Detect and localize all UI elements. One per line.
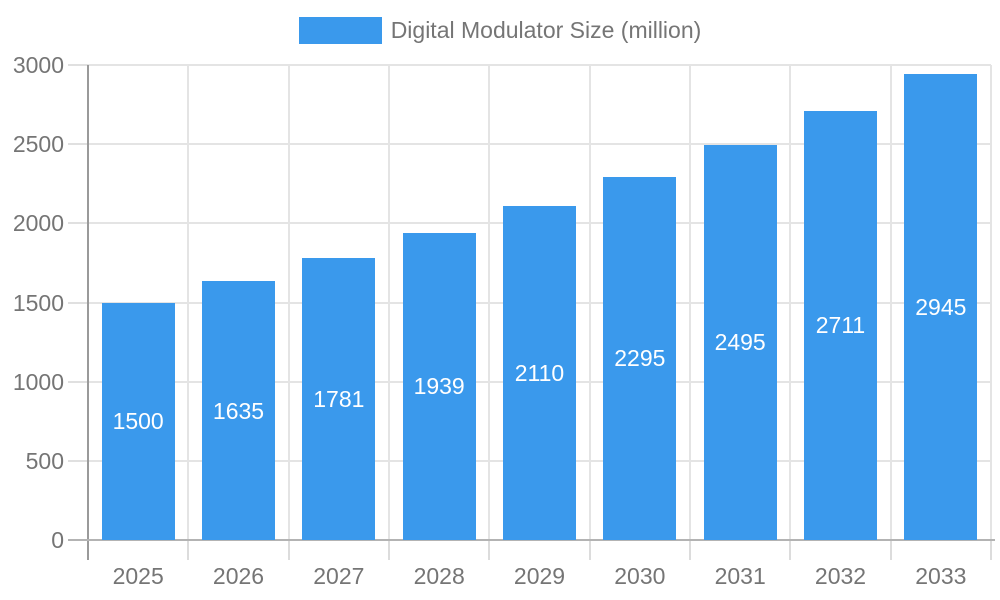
bar[interactable] bbox=[804, 110, 877, 540]
bar[interactable] bbox=[302, 258, 376, 540]
gridline-vertical bbox=[388, 65, 390, 540]
bar[interactable] bbox=[101, 302, 175, 540]
legend-swatch bbox=[298, 17, 382, 44]
x-axis-label: 2029 bbox=[513, 563, 566, 589]
x-axis-label: 2030 bbox=[614, 563, 666, 589]
bar-value-label: 2110 bbox=[514, 359, 565, 386]
legend-title: Digital Modulator Size (million) bbox=[390, 17, 702, 43]
bar[interactable] bbox=[603, 176, 677, 540]
gridline-vertical bbox=[187, 65, 190, 540]
bar[interactable] bbox=[202, 281, 275, 540]
y-axis-tick bbox=[68, 380, 88, 383]
bar-value-label: 1939 bbox=[413, 373, 465, 400]
y-axis-line bbox=[87, 65, 89, 560]
y-axis-label: 2500 bbox=[12, 131, 64, 158]
x-axis-tick bbox=[990, 540, 992, 560]
y-axis-label: 2000 bbox=[12, 210, 64, 237]
chart-legend[interactable]: Digital Modulator Size (million) bbox=[0, 17, 1000, 44]
x-axis-tick bbox=[187, 540, 190, 560]
bar-value-label: 2711 bbox=[815, 312, 866, 339]
bar-value-label: 1635 bbox=[212, 397, 265, 424]
gridline-vertical bbox=[990, 65, 992, 540]
x-axis-tick bbox=[588, 540, 591, 560]
bar-value-label: 2295 bbox=[614, 345, 666, 372]
gridline-vertical bbox=[689, 65, 691, 540]
x-axis-label: 2026 bbox=[212, 563, 265, 589]
x-axis-tick bbox=[388, 540, 390, 560]
y-axis-tick bbox=[68, 64, 88, 66]
bar[interactable] bbox=[904, 73, 978, 540]
y-axis-tick bbox=[68, 301, 88, 304]
x-axis-line bbox=[68, 539, 995, 541]
bar[interactable] bbox=[503, 205, 576, 540]
y-axis-label: 1500 bbox=[12, 289, 64, 316]
y-axis-tick bbox=[68, 222, 88, 225]
bar[interactable] bbox=[703, 144, 777, 540]
x-axis-tick bbox=[689, 540, 691, 560]
gridline-vertical bbox=[488, 65, 491, 540]
bar-value-label: 1500 bbox=[112, 408, 164, 435]
gridline-vertical bbox=[889, 65, 892, 540]
gridline-horizontal bbox=[88, 64, 991, 66]
x-axis-label: 2027 bbox=[313, 563, 365, 589]
x-axis-tick bbox=[287, 540, 290, 560]
y-axis-label: 0 bbox=[51, 527, 64, 553]
bar-value-label: 2945 bbox=[915, 293, 967, 320]
x-axis-tick bbox=[488, 540, 491, 560]
x-axis-label: 2031 bbox=[714, 563, 766, 589]
y-axis-tick bbox=[68, 459, 88, 462]
gridline-horizontal bbox=[88, 143, 991, 146]
x-axis-label: 2033 bbox=[915, 563, 967, 589]
bar-value-label: 2495 bbox=[714, 329, 766, 356]
gridline-vertical bbox=[287, 65, 290, 540]
x-axis-tick bbox=[789, 540, 792, 560]
x-axis-label: 2025 bbox=[112, 563, 164, 589]
x-axis-tick bbox=[889, 540, 892, 560]
y-axis-tick bbox=[68, 143, 88, 146]
gridline-vertical bbox=[789, 65, 792, 540]
bar[interactable] bbox=[402, 232, 476, 540]
x-axis-label: 2028 bbox=[413, 563, 465, 589]
gridline-vertical bbox=[588, 65, 591, 540]
y-axis-label: 3000 bbox=[12, 52, 64, 78]
y-axis-label: 500 bbox=[25, 447, 64, 474]
x-axis-label: 2032 bbox=[814, 563, 867, 589]
y-axis-label: 1000 bbox=[12, 368, 64, 395]
bar-value-label: 1781 bbox=[313, 386, 365, 412]
